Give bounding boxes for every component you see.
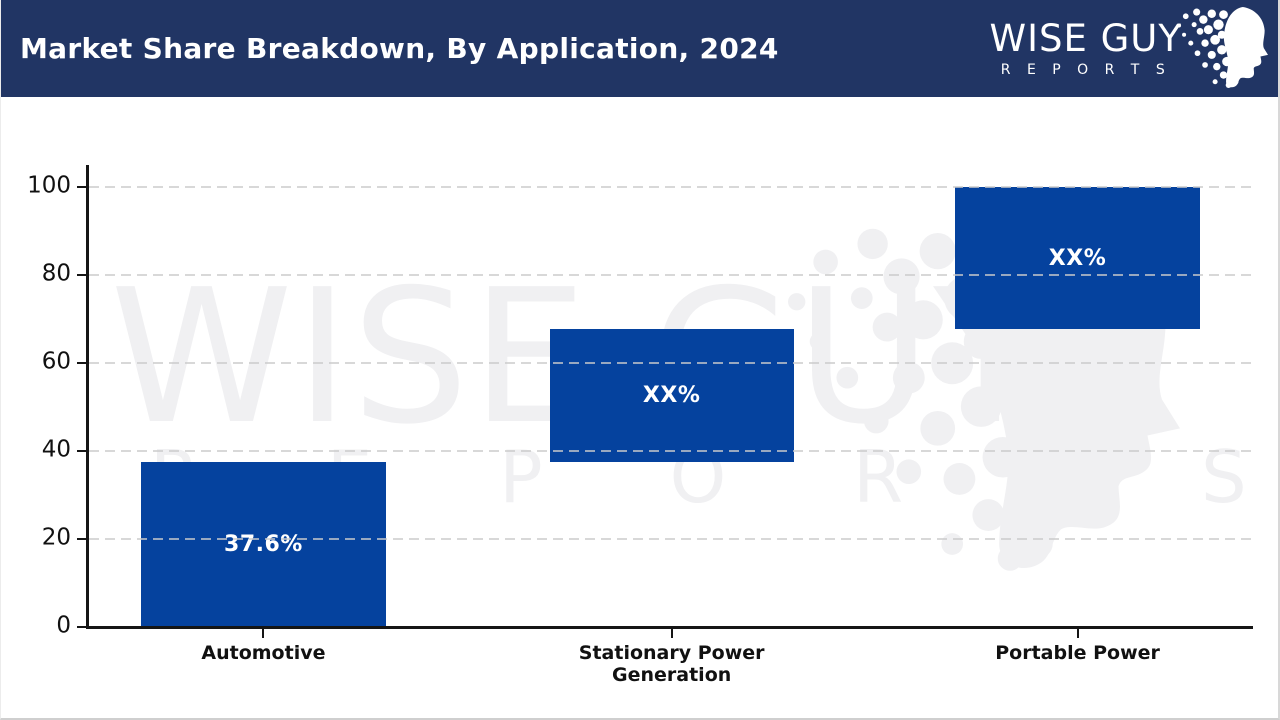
y-tick-label: 20	[41, 524, 71, 551]
x-tick	[670, 629, 673, 638]
y-tick-label: 0	[56, 612, 71, 639]
logo-text: WISE GUY R E P O R T S	[990, 20, 1182, 78]
y-tick-label: 100	[27, 172, 71, 199]
y-tick	[77, 186, 89, 188]
y-tick	[77, 362, 89, 364]
gridline	[89, 186, 1252, 188]
y-tick	[77, 626, 89, 628]
bar-value-label: XX%	[642, 382, 701, 408]
gridline	[89, 450, 1252, 452]
logo-sub-text: R E P O R T S	[1000, 62, 1171, 78]
bar-value-label: XX%	[1048, 245, 1107, 271]
y-tick-label: 80	[41, 260, 71, 287]
bar-value-label: 37.6%	[224, 531, 303, 557]
header: Market Share Breakdown, By Application, …	[0, 0, 1280, 97]
gridline	[89, 538, 1252, 540]
y-axis	[86, 165, 89, 629]
logo-brand-text: WISE GUY	[989, 17, 1182, 60]
y-tick	[77, 274, 89, 276]
bar-stationary-power-generation: XX%	[549, 329, 794, 462]
gridline	[89, 362, 1252, 364]
x-axis-label-automotive: Automotive	[201, 642, 326, 664]
logo-face-icon	[1174, 7, 1268, 91]
bar-automotive: 37.6%	[141, 461, 386, 627]
y-tick-label: 60	[41, 348, 71, 375]
plot-area: 0 20 40 60 80 100 37.6% Automotive XX% Stationary…	[27, 173, 1252, 686]
y-tick	[77, 450, 89, 452]
bar-portable-power: XX%	[955, 187, 1200, 330]
brand-logo: WISE GUY R E P O R T S	[990, 6, 1268, 92]
page-title: Market Share Breakdown, By Application, …	[20, 32, 779, 65]
y-tick	[77, 538, 89, 540]
x-tick	[1076, 629, 1079, 638]
x-axis	[86, 626, 1253, 629]
chart-region: WISE GUY R E P O R T S 0 20 40 60 80 100 37.6%…	[0, 97, 1280, 720]
y-tick-label: 40	[41, 436, 71, 463]
x-tick	[262, 629, 265, 638]
gridline	[89, 274, 1252, 276]
x-axis-label-stationary-power-generation: Stationary Power Generation	[578, 642, 765, 686]
x-axis-label-portable-power: Portable Power	[995, 642, 1160, 664]
